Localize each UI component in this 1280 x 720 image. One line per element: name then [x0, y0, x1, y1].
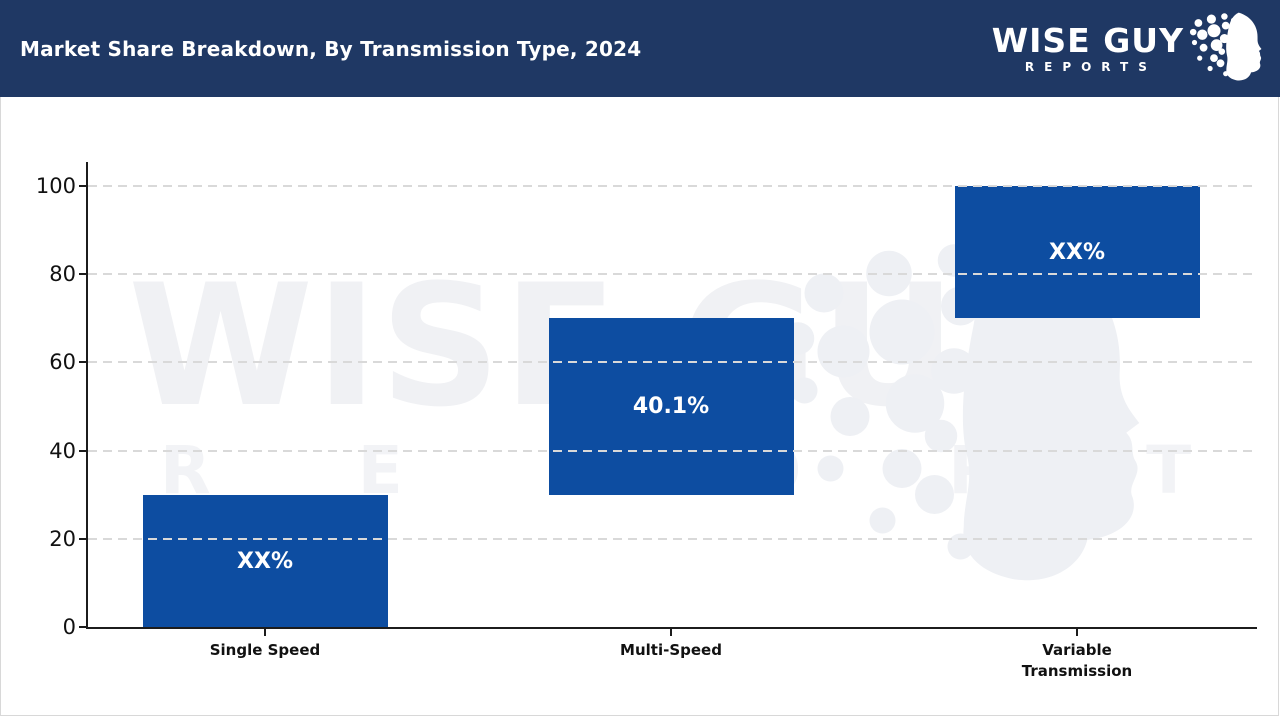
y-tick-mark-40 — [79, 449, 87, 452]
bar-multi-speed: 40.1% — [548, 318, 794, 496]
logo-reports-label: REPORTS — [1024, 60, 1157, 74]
x-tick-mark-single-speed — [264, 629, 266, 636]
y-tick-mark-100 — [79, 185, 87, 187]
gridline-y-100 — [88, 185, 1256, 187]
bar-value-label-multi-speed: 40.1% — [632, 394, 710, 420]
x-tick-label-single-speed: Single Speed — [209, 641, 321, 659]
logo-face-icon — [1188, 9, 1266, 89]
y-axis-spine — [86, 162, 88, 629]
y-tick-label-20: 20 — [49, 526, 76, 551]
y-tick-label-100: 100 — [35, 174, 76, 198]
gridline-y-80 — [88, 273, 1256, 276]
gridline-y-60 — [88, 361, 1256, 364]
bar-single-speed: XX% — [142, 495, 388, 627]
wise-guy-reports-logo: WISE GUY REPORTS — [992, 9, 1266, 89]
logo-wiseguy-label: WISE GUY — [991, 21, 1184, 60]
bar-value-label-single-speed: XX% — [237, 548, 293, 574]
y-tick-mark-80 — [79, 273, 87, 276]
x-tick-label-variable-transmission: Variable Transmission — [1021, 641, 1133, 680]
x-tick-mark-multi-speed — [670, 629, 672, 636]
y-tick-mark-20 — [79, 537, 87, 540]
y-tick-label-80: 80 — [49, 262, 76, 287]
y-tick-mark-0 — [79, 626, 87, 628]
bar-variable-transmission: XX% — [954, 186, 1200, 319]
x-tick-mark-variable-transmission — [1076, 629, 1078, 636]
bar-value-label-variable-transmission: XX% — [1049, 239, 1105, 265]
header-banner: Market Share Breakdown, By Transmission … — [0, 0, 1280, 97]
y-tick-label-60: 60 — [49, 350, 76, 375]
x-tick-label-multi-speed: Multi-Speed — [620, 641, 722, 659]
gridline-y-20 — [88, 537, 1256, 540]
y-tick-label-40: 40 — [49, 438, 76, 463]
gridline-y-40 — [88, 449, 1256, 452]
y-tick-mark-60 — [79, 361, 87, 364]
y-tick-label-0: 0 — [62, 615, 76, 639]
logo-text: WISE GUY REPORTS — [992, 24, 1184, 73]
x-axis-spine — [86, 627, 1257, 629]
chart-title: Market Share Breakdown, By Transmission … — [20, 36, 642, 61]
